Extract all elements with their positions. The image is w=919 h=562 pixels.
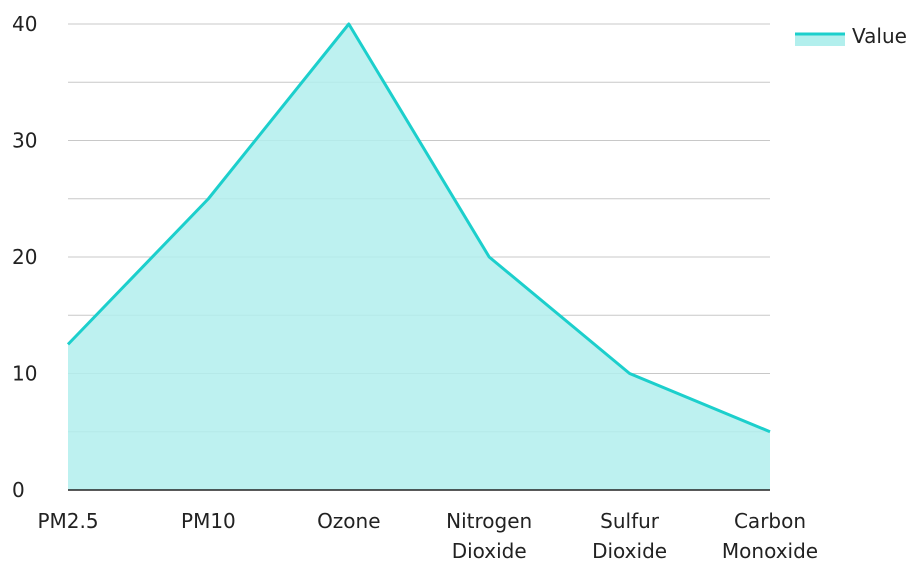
x-tick-label: PM2.5 (37, 509, 98, 533)
legend: Value (795, 24, 907, 48)
y-tick-label: 30 (12, 129, 37, 153)
x-tick-label: Ozone (317, 509, 380, 533)
x-axis: PM2.5 PM10 Ozone Nitrogen Dioxide Sulfur Dioxi… (37, 489, 818, 562)
series-area-layer (66, 22, 771, 490)
y-tick-label: 40 (12, 12, 37, 36)
x-tick-label: PM10 (181, 509, 236, 533)
y-tick-label: 20 (12, 245, 37, 269)
y-tick-label: 10 (12, 362, 37, 386)
series-line-0 (66, 22, 771, 434)
x-tick-label: Sulfur Dioxide (592, 509, 667, 562)
legend-label: Value (852, 24, 907, 48)
y-axis: 0 10 20 30 40 (12, 12, 37, 502)
x-tick-label: Nitrogen Dioxide (446, 509, 532, 562)
legend-swatch-fill (795, 34, 845, 46)
series-area-0 (68, 24, 770, 490)
y-tick-label: 0 (12, 478, 25, 502)
x-tick-label: Carbon Monoxide (722, 509, 818, 562)
